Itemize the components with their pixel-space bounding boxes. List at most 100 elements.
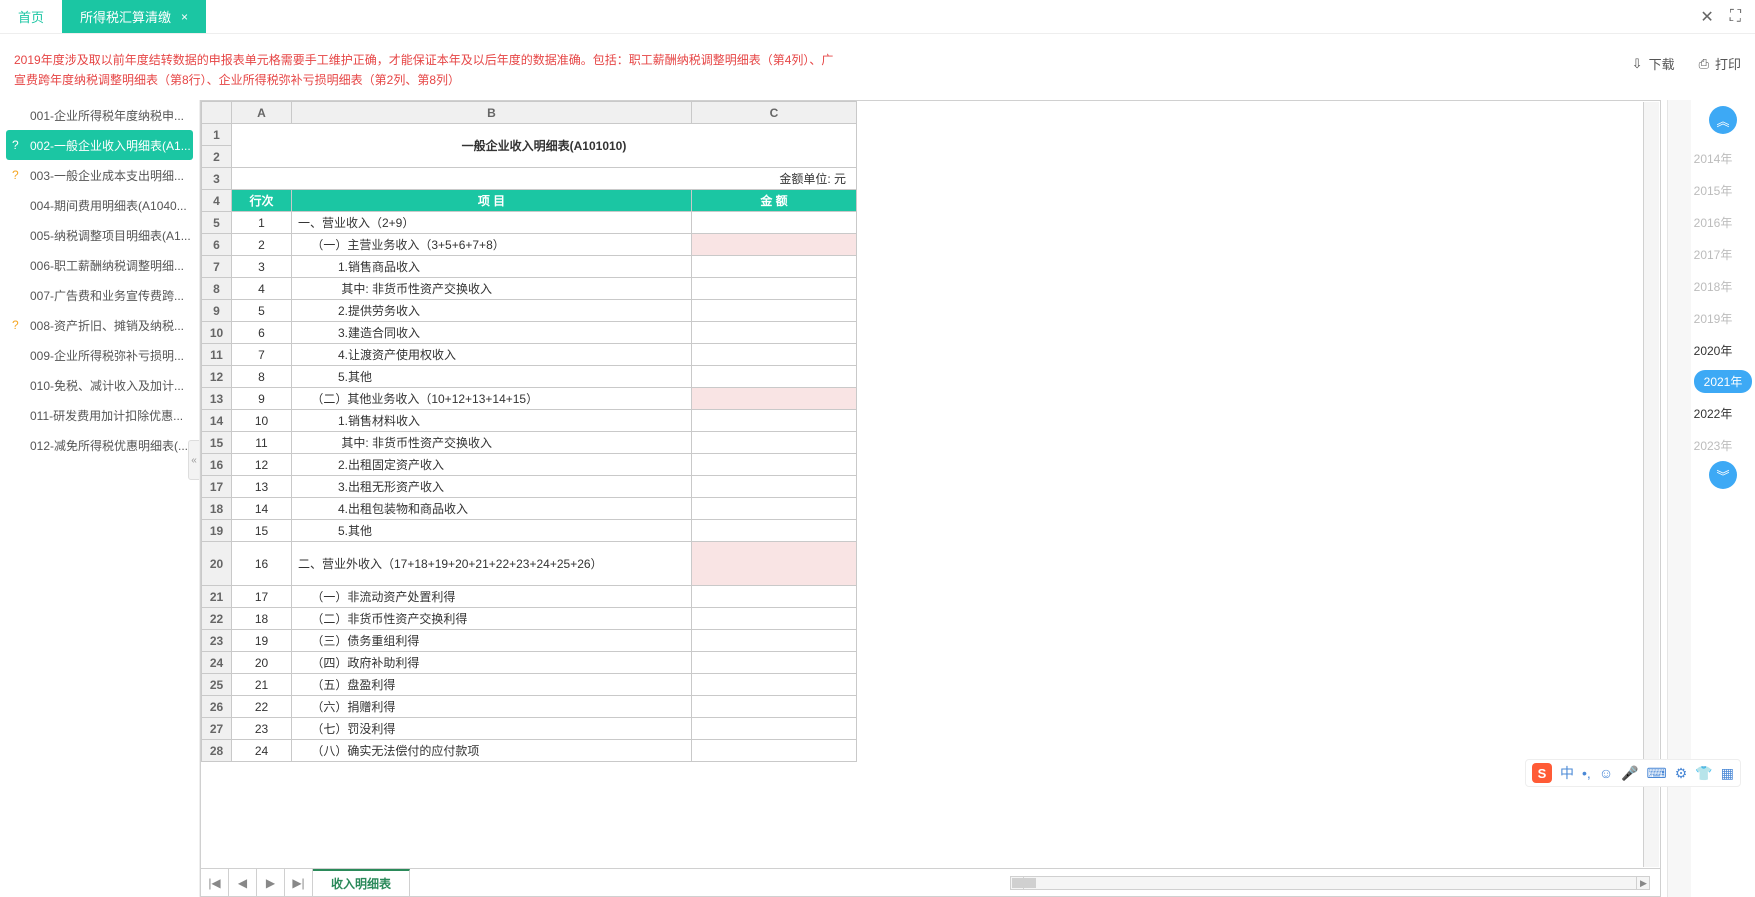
ime-item[interactable]: 中 [1560, 763, 1574, 783]
cell-item[interactable]: 4.让渡资产使用权收入 [292, 344, 692, 366]
cell-line-no[interactable]: 4 [232, 278, 292, 300]
row-header[interactable]: 13 [202, 388, 232, 410]
cell-item[interactable]: （五）盘盈利得 [292, 674, 692, 696]
row-header[interactable]: 20 [202, 542, 232, 586]
cell-amount[interactable] [692, 366, 857, 388]
cell-amount[interactable] [692, 454, 857, 476]
year-item[interactable]: 2017年 [1694, 238, 1753, 270]
row-header[interactable]: 11 [202, 344, 232, 366]
row-header[interactable]: 14 [202, 410, 232, 432]
download-button[interactable]: ⇩ 下载 [1632, 54, 1675, 73]
cell-amount[interactable] [692, 718, 857, 740]
close-icon[interactable]: × [181, 10, 188, 24]
cell-item[interactable]: 其中: 非货币性资产交换收入 [292, 278, 692, 300]
sidebar-item[interactable]: 005-纳税调整项目明细表(A1... [0, 220, 199, 250]
row-header[interactable]: 5 [202, 212, 232, 234]
cell-item[interactable]: 1.销售材料收入 [292, 410, 692, 432]
cell-amount[interactable] [692, 652, 857, 674]
cell-line-no[interactable]: 9 [232, 388, 292, 410]
cell-line-no[interactable]: 16 [232, 542, 292, 586]
cell-item[interactable]: 二、营业外收入（17+18+19+20+21+22+23+24+25+26） [292, 542, 692, 586]
row-header[interactable]: 12 [202, 366, 232, 388]
row-header[interactable]: 15 [202, 432, 232, 454]
row-header[interactable]: 7 [202, 256, 232, 278]
cell-item[interactable]: 3.建造合同收入 [292, 322, 692, 344]
cell-item[interactable]: 2.出租固定资产收入 [292, 454, 692, 476]
cell-amount[interactable] [692, 608, 857, 630]
row-header[interactable]: 19 [202, 520, 232, 542]
cell-amount[interactable] [692, 322, 857, 344]
cell-line-no[interactable]: 15 [232, 520, 292, 542]
row-header[interactable]: 3 [202, 168, 232, 190]
cell-item[interactable]: 3.出租无形资产收入 [292, 476, 692, 498]
cell-item[interactable]: 1.销售商品收入 [292, 256, 692, 278]
cell-line-no[interactable]: 8 [232, 366, 292, 388]
row-header[interactable]: 23 [202, 630, 232, 652]
cell-item[interactable]: （一）非流动资产处置利得 [292, 586, 692, 608]
cell-item[interactable]: （二）非货币性资产交换利得 [292, 608, 692, 630]
row-header[interactable]: 10 [202, 322, 232, 344]
cell-amount[interactable] [692, 520, 857, 542]
cell-amount[interactable] [692, 278, 857, 300]
col-header-b[interactable]: B [292, 102, 692, 124]
cell-item[interactable]: （三）债务重组利得 [292, 630, 692, 652]
year-item[interactable]: 2021年 [1694, 370, 1753, 393]
cell-amount[interactable] [692, 630, 857, 652]
cell-amount[interactable] [692, 696, 857, 718]
row-header[interactable]: 26 [202, 696, 232, 718]
cell-line-no[interactable]: 10 [232, 410, 292, 432]
cell-line-no[interactable]: 6 [232, 322, 292, 344]
cell-line-no[interactable]: 12 [232, 454, 292, 476]
ime-item[interactable]: ⌨ [1647, 765, 1667, 782]
tab-home[interactable]: 首页 [0, 0, 62, 33]
row-header[interactable]: 25 [202, 674, 232, 696]
cell-item[interactable]: 一、营业收入（2+9） [292, 212, 692, 234]
sogou-icon[interactable]: S [1532, 763, 1552, 783]
cell-amount[interactable] [692, 300, 857, 322]
cell-line-no[interactable]: 11 [232, 432, 292, 454]
ime-item[interactable]: 🎤 [1621, 765, 1638, 782]
year-item[interactable]: 2015年 [1694, 174, 1753, 206]
sidebar-item[interactable]: 004-期间费用明细表(A1040... [0, 190, 199, 220]
row-header[interactable]: 1 [202, 124, 232, 146]
row-header[interactable]: 17 [202, 476, 232, 498]
sidebar-item[interactable]: ?008-资产折旧、摊销及纳税... [0, 310, 199, 340]
cell-line-no[interactable]: 13 [232, 476, 292, 498]
ime-item[interactable]: ☺ [1599, 765, 1613, 781]
cell-line-no[interactable]: 23 [232, 718, 292, 740]
cell-item[interactable]: 其中: 非货币性资产交换收入 [292, 432, 692, 454]
row-header[interactable]: 16 [202, 454, 232, 476]
row-header[interactable]: 18 [202, 498, 232, 520]
cell-line-no[interactable]: 20 [232, 652, 292, 674]
row-header[interactable]: 9 [202, 300, 232, 322]
ime-item[interactable]: 👕 [1695, 765, 1712, 782]
cell-item[interactable]: （二）其他业务收入（10+12+13+14+15） [292, 388, 692, 410]
cell-item[interactable]: （四）政府补助利得 [292, 652, 692, 674]
sidebar-item[interactable]: 010-免税、减计收入及加计... [0, 370, 199, 400]
cell-item[interactable]: 2.提供劳务收入 [292, 300, 692, 322]
cell-amount[interactable] [692, 740, 857, 762]
sidebar-item[interactable]: ?002-一般企业收入明细表(A1... [6, 130, 193, 160]
hscroll-thumb[interactable] [1012, 878, 1036, 888]
cell-line-no[interactable]: 5 [232, 300, 292, 322]
cell-amount[interactable] [692, 432, 857, 454]
sidebar-item[interactable]: 009-企业所得税弥补亏损明... [0, 340, 199, 370]
year-item[interactable]: 2019年 [1694, 302, 1753, 334]
cell-line-no[interactable]: 24 [232, 740, 292, 762]
cell-line-no[interactable]: 7 [232, 344, 292, 366]
sidebar-item[interactable]: 001-企业所得税年度纳税申... [0, 100, 199, 130]
row-header[interactable]: 24 [202, 652, 232, 674]
cell-item[interactable]: （八）确实无法偿付的应付款项 [292, 740, 692, 762]
sheet-nav-next[interactable]: ▶ [257, 869, 285, 896]
sidebar-item[interactable]: 011-研发费用加计扣除优惠... [0, 400, 199, 430]
cell-item[interactable]: （一）主营业务收入（3+5+6+7+8） [292, 234, 692, 256]
cell-line-no[interactable]: 19 [232, 630, 292, 652]
window-close-icon[interactable]: ✕ [1700, 7, 1713, 27]
vertical-scrollbar[interactable] [1643, 102, 1659, 867]
tab-active[interactable]: 所得税汇算清缴 × [62, 0, 206, 33]
sidebar-item[interactable]: 007-广告费和业务宣传费跨... [0, 280, 199, 310]
sheet-nav-prev[interactable]: ◀ [229, 869, 257, 896]
cell-amount[interactable] [692, 212, 857, 234]
print-button[interactable]: ⎙ 打印 [1699, 54, 1741, 73]
cell-line-no[interactable]: 22 [232, 696, 292, 718]
